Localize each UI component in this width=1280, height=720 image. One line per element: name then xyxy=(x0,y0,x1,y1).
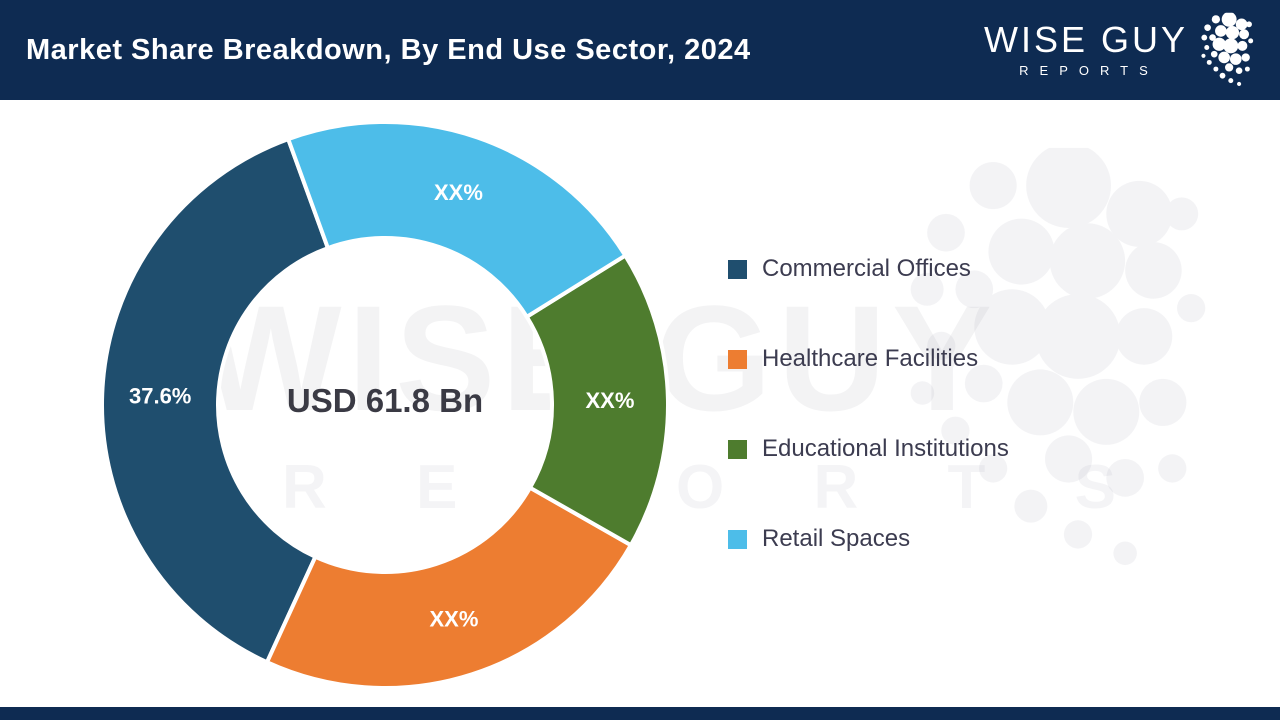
donut-segment-2 xyxy=(524,252,670,548)
donut-segment-label-3: XX% xyxy=(434,180,483,205)
legend-label: Educational Institutions xyxy=(762,435,1009,462)
legend-swatch xyxy=(728,349,747,369)
legend-swatch xyxy=(728,529,747,549)
donut-segment-label-1: XX% xyxy=(429,607,478,632)
wiseguy-head-icon xyxy=(1196,12,1254,88)
donut-segment-1 xyxy=(264,484,634,690)
legend-item-commercial-offices: Commercial Offices xyxy=(728,252,1009,286)
donut-chart: 37.6% XX% XX% XX% xyxy=(100,120,670,690)
watermark-text-line2: R E P O R T S xyxy=(282,453,1152,522)
wiseguy-logo-line2: REPORTS xyxy=(1019,63,1159,78)
legend-item-healthcare-facilities: Healthcare Facilities xyxy=(728,342,1009,376)
donut-segment-3 xyxy=(285,120,629,320)
donut-segment-label-2: XX% xyxy=(585,388,634,413)
legend-item-retail-spaces: Retail Spaces xyxy=(728,522,1009,556)
wiseguy-logo-line1: WISE GUY xyxy=(983,19,1188,60)
legend-item-educational-institutions: Educational Institutions xyxy=(728,432,1009,466)
legend-swatch xyxy=(728,439,747,459)
page-title: Market Share Breakdown, By End Use Secto… xyxy=(26,33,751,66)
donut-segment-0 xyxy=(100,136,331,665)
legend-label: Commercial Offices xyxy=(762,255,971,282)
header-bar: Market Share Breakdown, By End Use Secto… xyxy=(0,0,1280,100)
footer-bar xyxy=(0,707,1280,720)
legend-label: Healthcare Facilities xyxy=(762,345,979,372)
donut-center-value: USD 61.8 Bn xyxy=(286,382,484,419)
donut-segment-label-0: 37.6% xyxy=(129,383,191,408)
wiseguy-logo-text: WISE GUY REPORTS xyxy=(983,19,1188,79)
legend-label: Retail Spaces xyxy=(762,525,911,552)
chart-legend: Commercial Offices Healthcare Facilities… xyxy=(728,252,1009,612)
legend-swatch xyxy=(728,259,747,279)
wiseguy-logo: WISE GUY REPORTS xyxy=(984,12,1254,88)
